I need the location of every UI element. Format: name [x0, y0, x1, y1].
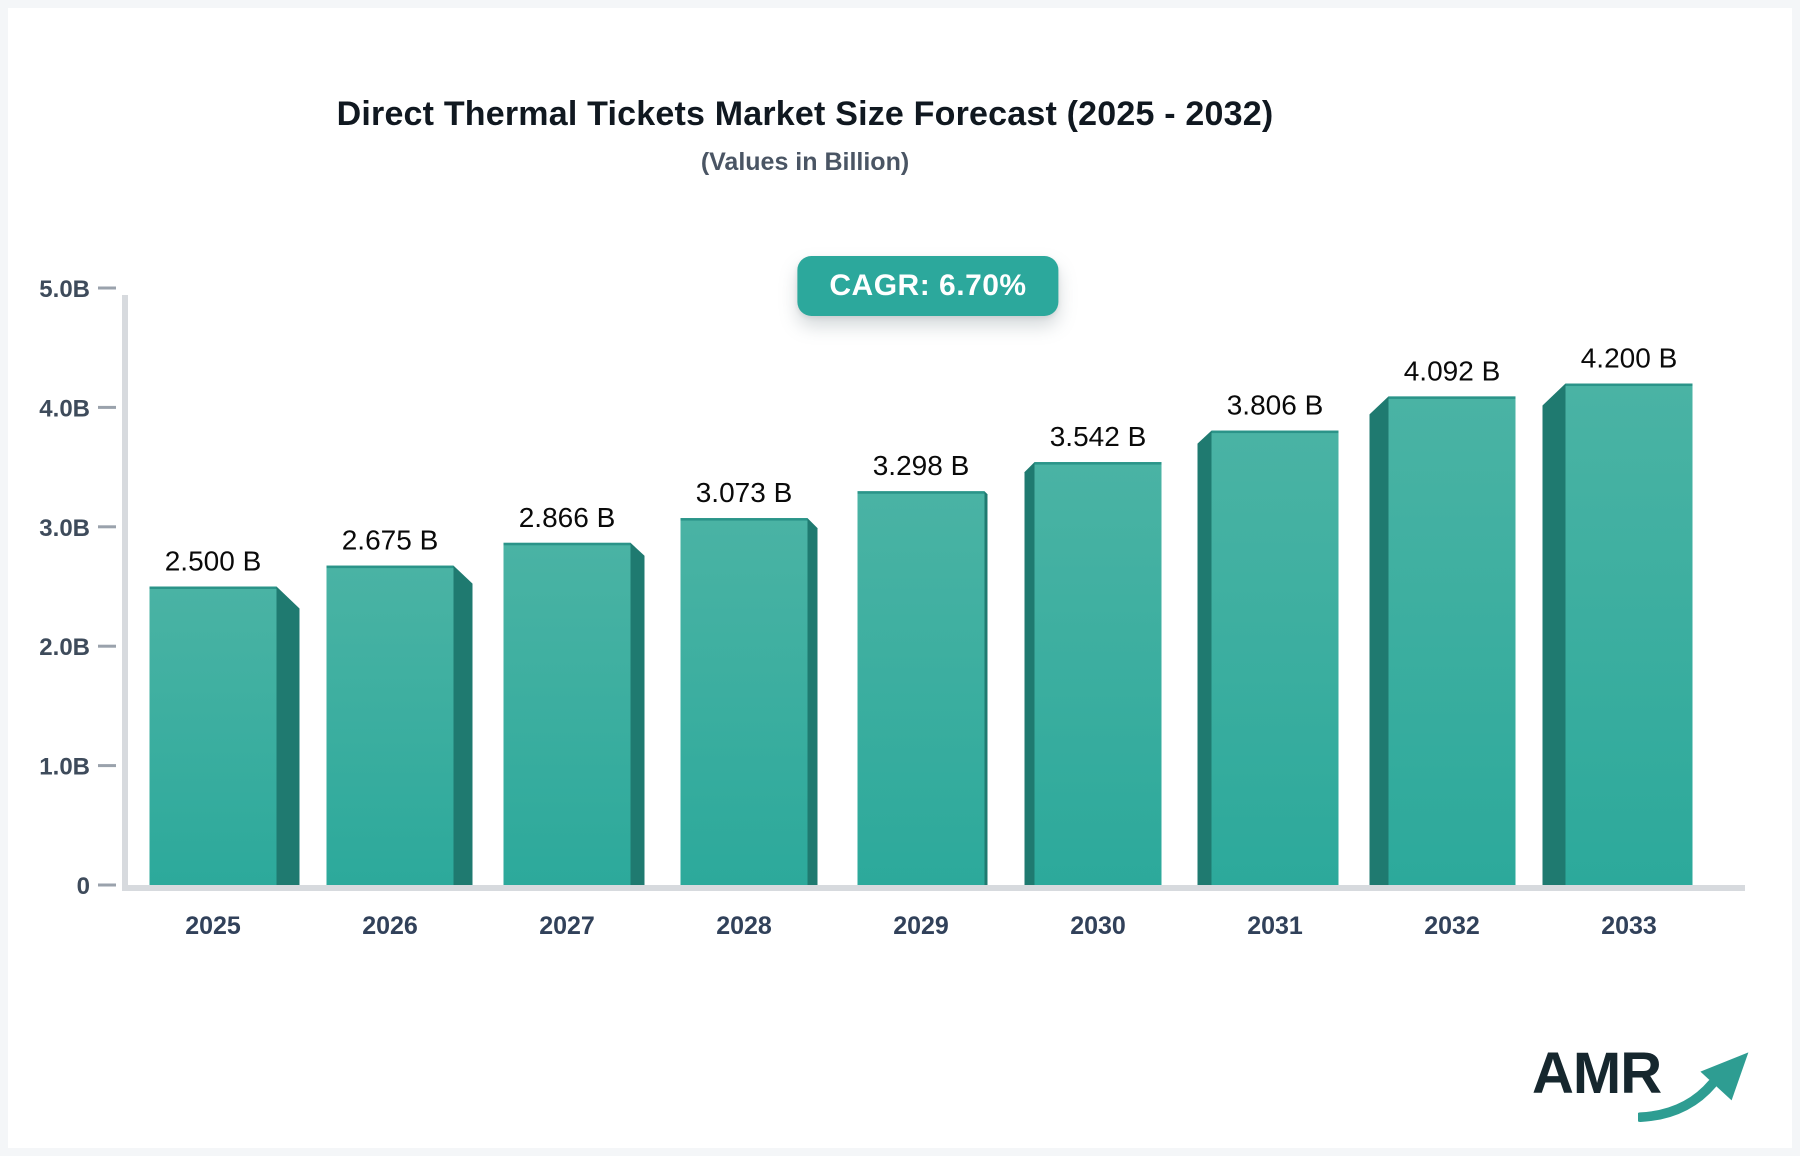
bar-front-face — [326, 565, 454, 887]
y-tick-dash — [98, 883, 116, 887]
bar-value-label: 4.200 B — [1581, 343, 1678, 374]
y-tick-dash — [98, 644, 116, 648]
bar-top-edge — [149, 586, 277, 589]
logo-text: AMR — [1532, 1041, 1662, 1106]
bar-front-face — [1565, 383, 1693, 887]
bar-side-face — [1197, 430, 1212, 889]
bar-front-face — [680, 518, 808, 887]
y-axis-line — [122, 295, 128, 890]
bar-side-face — [630, 542, 645, 889]
x-tick-label: 2027 — [539, 912, 595, 940]
y-tick-dash — [98, 405, 116, 409]
bar-group: 2.500 B 2025 — [149, 546, 300, 940]
x-axis-line — [122, 885, 1745, 891]
bar-side-face — [453, 565, 473, 889]
bar-value-label: 3.298 B — [873, 450, 970, 481]
chart-subtitle: (Values in Billion) — [700, 148, 910, 176]
bar-front-face — [1034, 462, 1162, 887]
y-tick-label: 2.0B — [39, 634, 90, 661]
bar-value-label: 3.073 B — [696, 477, 793, 508]
x-tick-label: 2033 — [1601, 912, 1657, 940]
growth-arrow-icon — [1638, 1052, 1749, 1122]
bar-side-face — [1542, 383, 1566, 889]
bar-top-edge — [1034, 462, 1162, 465]
bar-side-face — [807, 518, 818, 889]
bar-side-face — [1369, 396, 1389, 889]
bar-group: 3.298 B 2029 — [857, 450, 988, 940]
bar-front-face — [1211, 430, 1339, 887]
bar-value-label: 2.675 B — [342, 525, 439, 556]
y-tick-label: 1.0B — [39, 754, 90, 781]
y-tick-label: 5.0B — [39, 276, 90, 303]
bar-side-face — [984, 491, 988, 889]
bar-top-edge — [326, 565, 454, 569]
bar-group: 4.200 B 2033 — [1542, 343, 1693, 940]
bar-front-face — [149, 586, 277, 887]
x-tick-label: 2031 — [1247, 912, 1303, 940]
bar-top-edge — [1211, 430, 1339, 434]
x-tick-label: 2028 — [716, 912, 772, 940]
y-tick-label: 3.0B — [39, 515, 90, 542]
amr-logo: AMR — [1532, 1032, 1762, 1122]
bar-side-face — [1024, 462, 1035, 889]
x-tick-label: 2030 — [1070, 912, 1126, 940]
bar-value-label: 2.500 B — [165, 546, 262, 577]
bar-value-label: 3.542 B — [1050, 421, 1147, 452]
bar-top-edge — [1388, 396, 1516, 399]
bar-group: 2.866 B 2027 — [503, 502, 645, 940]
chart-title: Direct Thermal Tickets Market Size Forec… — [336, 95, 1274, 133]
bar-value-label: 4.092 B — [1404, 355, 1501, 386]
bar-group: 3.073 B 2028 — [680, 477, 818, 940]
bar-top-edge — [857, 491, 985, 494]
bar-value-label: 2.866 B — [519, 502, 616, 533]
x-tick-label: 2026 — [362, 912, 418, 940]
y-tick-label: 0 — [77, 873, 90, 900]
bar-front-face — [857, 491, 985, 887]
bar-value-label: 3.806 B — [1227, 390, 1324, 421]
x-tick-label: 2029 — [893, 912, 949, 940]
bar-front-face — [503, 542, 631, 887]
bar-top-edge — [1565, 383, 1693, 387]
bar-group: 2.675 B 2026 — [326, 525, 473, 940]
bar-group: 3.806 B 2031 — [1197, 390, 1339, 940]
x-tick-label: 2025 — [185, 912, 241, 940]
x-tick-label: 2032 — [1424, 912, 1480, 940]
bar-front-face — [1388, 396, 1516, 887]
y-tick-dash — [98, 286, 116, 290]
y-tick-dash — [98, 764, 116, 768]
y-tick-label: 4.0B — [39, 395, 90, 422]
bar-top-edge — [503, 542, 631, 546]
bar-group: 3.542 B 2030 — [1024, 421, 1162, 940]
y-tick-dash — [98, 525, 116, 529]
bar-top-edge — [680, 518, 808, 521]
bar-group: 4.092 B 2032 — [1369, 355, 1516, 940]
bar-side-face — [276, 586, 300, 889]
cagr-badge: CAGR: 6.70% — [797, 256, 1059, 316]
